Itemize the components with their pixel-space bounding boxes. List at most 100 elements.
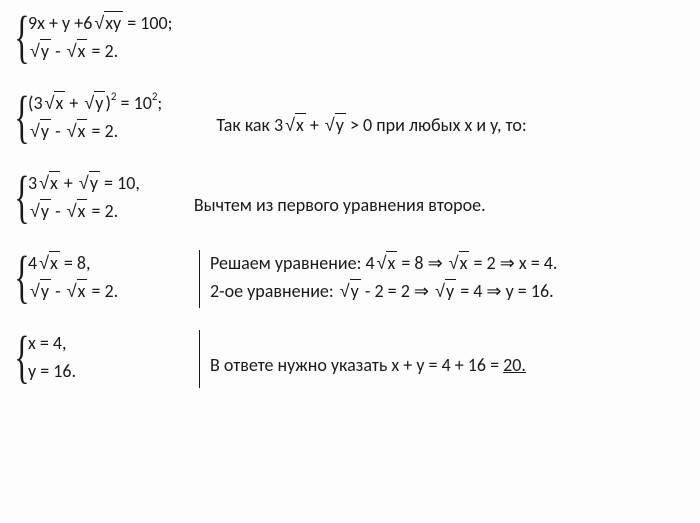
eq1: 9x + y +6 xy = 100;: [28, 12, 172, 34]
t: = 2.: [87, 280, 118, 302]
radicand: x: [386, 251, 397, 274]
radicand: x: [459, 251, 470, 274]
t: > 0 при любых x и y, то:: [346, 114, 527, 136]
sqrt-icon: x: [283, 114, 306, 136]
t: 2-ое уравнение:: [210, 280, 338, 302]
eq1: 3x + y = 10,: [28, 172, 140, 194]
t: = 100;: [123, 12, 172, 34]
eq2: y - x = 2.: [28, 40, 172, 62]
t: (3: [28, 92, 43, 114]
radicand: x: [49, 171, 60, 194]
system-5: { x = 4, y = 16. В ответе нужно указать …: [12, 330, 688, 388]
t: - 2 = 2: [361, 280, 414, 302]
solution-steps: Решаем уравнение: 4 x = 8 ⇒ x = 2 ⇒ x = 4…: [199, 250, 557, 308]
sqrt-icon: y: [77, 172, 100, 194]
t: Вычтем из первого уравнения второе.: [194, 194, 486, 216]
radicand: y: [94, 91, 105, 114]
eq1: x = 4,: [28, 332, 177, 354]
system-4: { 4x = 8, y - x = 2. Решаем уравнение: 4…: [12, 250, 688, 308]
step1: Решаем уравнение: 4 x = 8 ⇒ x = 2 ⇒ x = 4…: [210, 252, 557, 274]
sqrt-icon: y: [338, 280, 361, 302]
radicand: y: [40, 279, 51, 302]
sqrt-icon: x: [65, 40, 88, 62]
sqrt-icon: y: [28, 40, 51, 62]
radicand: x: [77, 39, 88, 62]
t: ;: [157, 92, 162, 114]
radicand: x: [295, 113, 306, 136]
radicand: x: [77, 279, 88, 302]
math-solution-page: { 9x + y +6xy = 100; y - x = 2. { (3x + …: [0, 0, 700, 398]
sup: 2: [152, 90, 158, 103]
t: Решаем уравнение: 4: [210, 252, 375, 274]
eq1: (3x + y)2 = 102;: [28, 92, 162, 114]
sqrt-icon: y: [323, 114, 346, 136]
radicand: x: [49, 251, 60, 274]
radicand: y: [335, 113, 346, 136]
t: = 2.: [87, 120, 118, 142]
sqrt-icon: y: [28, 200, 51, 222]
eq1: 4x = 8,: [28, 252, 177, 274]
arrow-icon: ⇒: [500, 253, 515, 273]
sqrt-icon: x: [65, 280, 88, 302]
radicand: x: [77, 199, 88, 222]
arrow-icon: ⇒: [486, 281, 501, 301]
t: x = 4.: [515, 252, 558, 274]
radicand: x: [77, 119, 88, 142]
t: +: [60, 172, 77, 194]
t: -: [51, 40, 65, 62]
arrow-icon: ⇒: [414, 281, 429, 301]
t: = 2.: [87, 200, 118, 222]
side-note: Так как 3 x + y > 0 при любых x и y, то:: [216, 90, 526, 136]
brace-icon: {: [14, 328, 29, 386]
radicand: y: [40, 39, 51, 62]
arrow-icon: ⇒: [428, 253, 443, 273]
radicand: x: [54, 91, 65, 114]
eq2: y - x = 2.: [28, 120, 162, 142]
t: = 10: [116, 92, 151, 114]
sqrt-icon: x: [37, 172, 60, 194]
t: -: [51, 280, 65, 302]
sqrt-icon: x: [65, 120, 88, 142]
t: y = 16.: [502, 280, 554, 302]
sqrt-icon: x: [65, 200, 88, 222]
sqrt-icon: y: [28, 280, 51, 302]
sqrt-icon: x: [43, 92, 66, 114]
radicand: y: [89, 171, 100, 194]
radicand: y: [445, 279, 456, 302]
t: +: [306, 114, 323, 136]
answer: В ответе нужно указать x + y = 4 + 16 = …: [199, 330, 526, 388]
sqrt-icon: x: [375, 252, 398, 274]
sqrt-icon: x: [447, 252, 470, 274]
radicand: y: [40, 119, 51, 142]
t: = 10,: [100, 172, 140, 194]
step2: 2-ое уравнение: y - 2 = 2 ⇒ y = 4 ⇒ y = …: [210, 280, 557, 302]
t: = 2.: [87, 40, 118, 62]
t: В ответе нужно указать x + y = 4 + 16 =: [210, 354, 503, 376]
eq2: y = 16.: [28, 360, 177, 382]
system-1: { 9x + y +6xy = 100; y - x = 2.: [12, 10, 688, 68]
system-2: { (3x + y)2 = 102; y - x = 2. Так как 3x…: [12, 90, 688, 148]
t: -: [51, 120, 65, 142]
eq2: y - x = 2.: [28, 280, 177, 302]
eq2: y - x = 2.: [28, 200, 140, 222]
sqrt-icon: y: [82, 92, 105, 114]
radicand: xy: [104, 11, 123, 34]
t: -: [51, 200, 65, 222]
sqrt-icon: y: [433, 280, 456, 302]
radicand: y: [40, 199, 51, 222]
radicand: y: [350, 279, 361, 302]
answer-value: 20.: [503, 354, 526, 376]
system-3: { 3x + y = 10, y - x = 2. Вычтем из перв…: [12, 170, 688, 228]
sqrt-icon: x: [37, 252, 60, 274]
sup: 2: [111, 90, 117, 103]
t: Так как 3: [216, 114, 283, 136]
t: 9x + y +6: [28, 12, 92, 34]
side-note: Вычтем из первого уравнения второе.: [194, 170, 486, 216]
sqrt-icon: y: [28, 120, 51, 142]
t: +: [65, 92, 82, 114]
t: = 8: [397, 252, 427, 274]
t: = 2: [469, 252, 499, 274]
sqrt-icon: xy: [92, 12, 123, 34]
t: = 4: [456, 280, 486, 302]
t: = 8,: [60, 252, 91, 274]
